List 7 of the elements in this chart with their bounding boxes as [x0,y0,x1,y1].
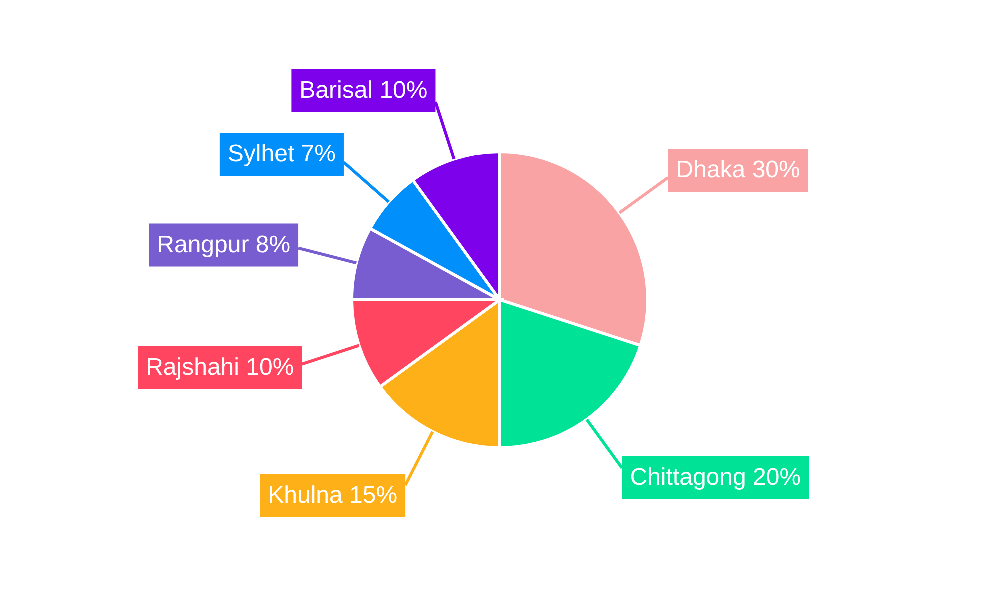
slice-label: Barisal 10% [300,76,428,104]
slice-label: Khulna 15% [268,482,398,510]
slice-label: Sylhet 7% [228,140,336,168]
slice-label: Rangpur 8% [157,231,291,258]
slice-label: Rajshahi 10% [146,354,294,381]
slice-label: Dhaka 30% [676,156,800,184]
slice-label: Chittagong 20% [630,464,802,491]
